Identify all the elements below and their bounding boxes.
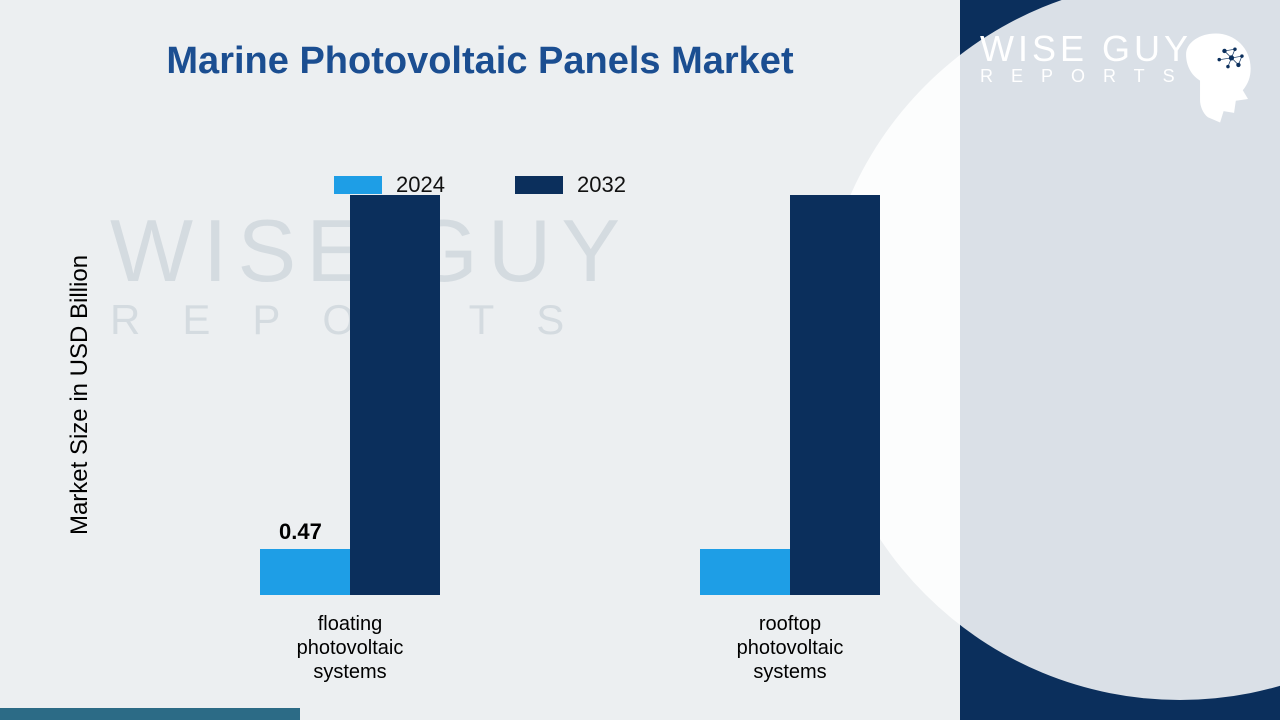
category-label: floatingphotovoltaicsystems: [250, 612, 450, 684]
bar: [790, 195, 880, 595]
legend-swatch-icon: [334, 176, 382, 194]
bar: [350, 195, 440, 595]
chart-stage: WISE GUY REPORTS WISE GUY REPORTS Marine…: [0, 0, 1280, 720]
category-label: rooftopphotovoltaicsystems: [690, 612, 890, 684]
bottom-accent-bar: [0, 708, 300, 720]
chart-title: Marine Photovoltaic Panels Market: [0, 40, 960, 83]
y-axis-label: Market Size in USD Billion: [66, 215, 94, 575]
bar: [700, 549, 790, 595]
bar: [260, 549, 350, 595]
logo-head-icon: [1170, 30, 1258, 126]
bar-value-label: 0.47: [279, 519, 322, 545]
legend-swatch-icon: [515, 176, 563, 194]
